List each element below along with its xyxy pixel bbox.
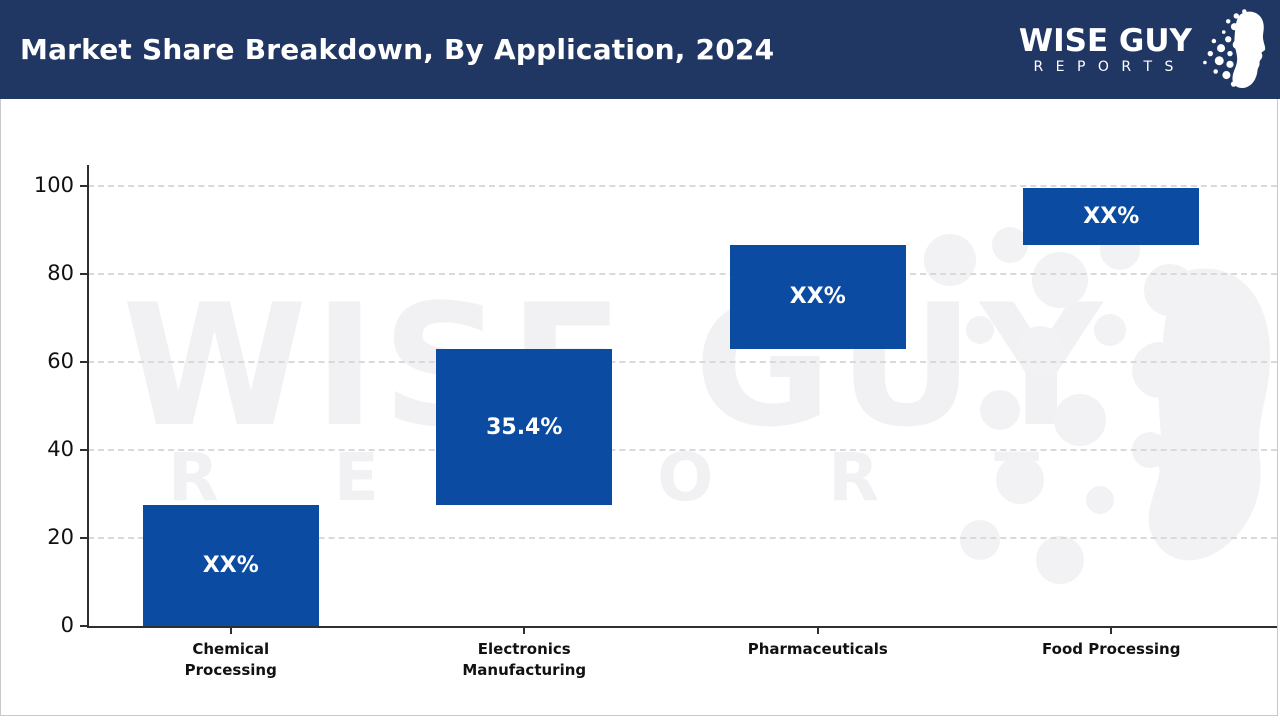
watermark-dotted-head xyxy=(924,227,1271,584)
logo-subtext: R E P O R T S xyxy=(1033,59,1178,75)
wise-guy-reports-logo: WISE GUY R E P O R T S xyxy=(1019,7,1280,93)
logo-wordmark: WISE GUY xyxy=(1018,23,1192,59)
logo-text: WISE GUY R E P O R T S xyxy=(1019,24,1192,75)
page-title: Market Share Breakdown, By Application, … xyxy=(20,33,775,66)
header-bar: Market Share Breakdown, By Application, … xyxy=(0,0,1280,99)
dotted-head-icon xyxy=(1203,8,1266,88)
